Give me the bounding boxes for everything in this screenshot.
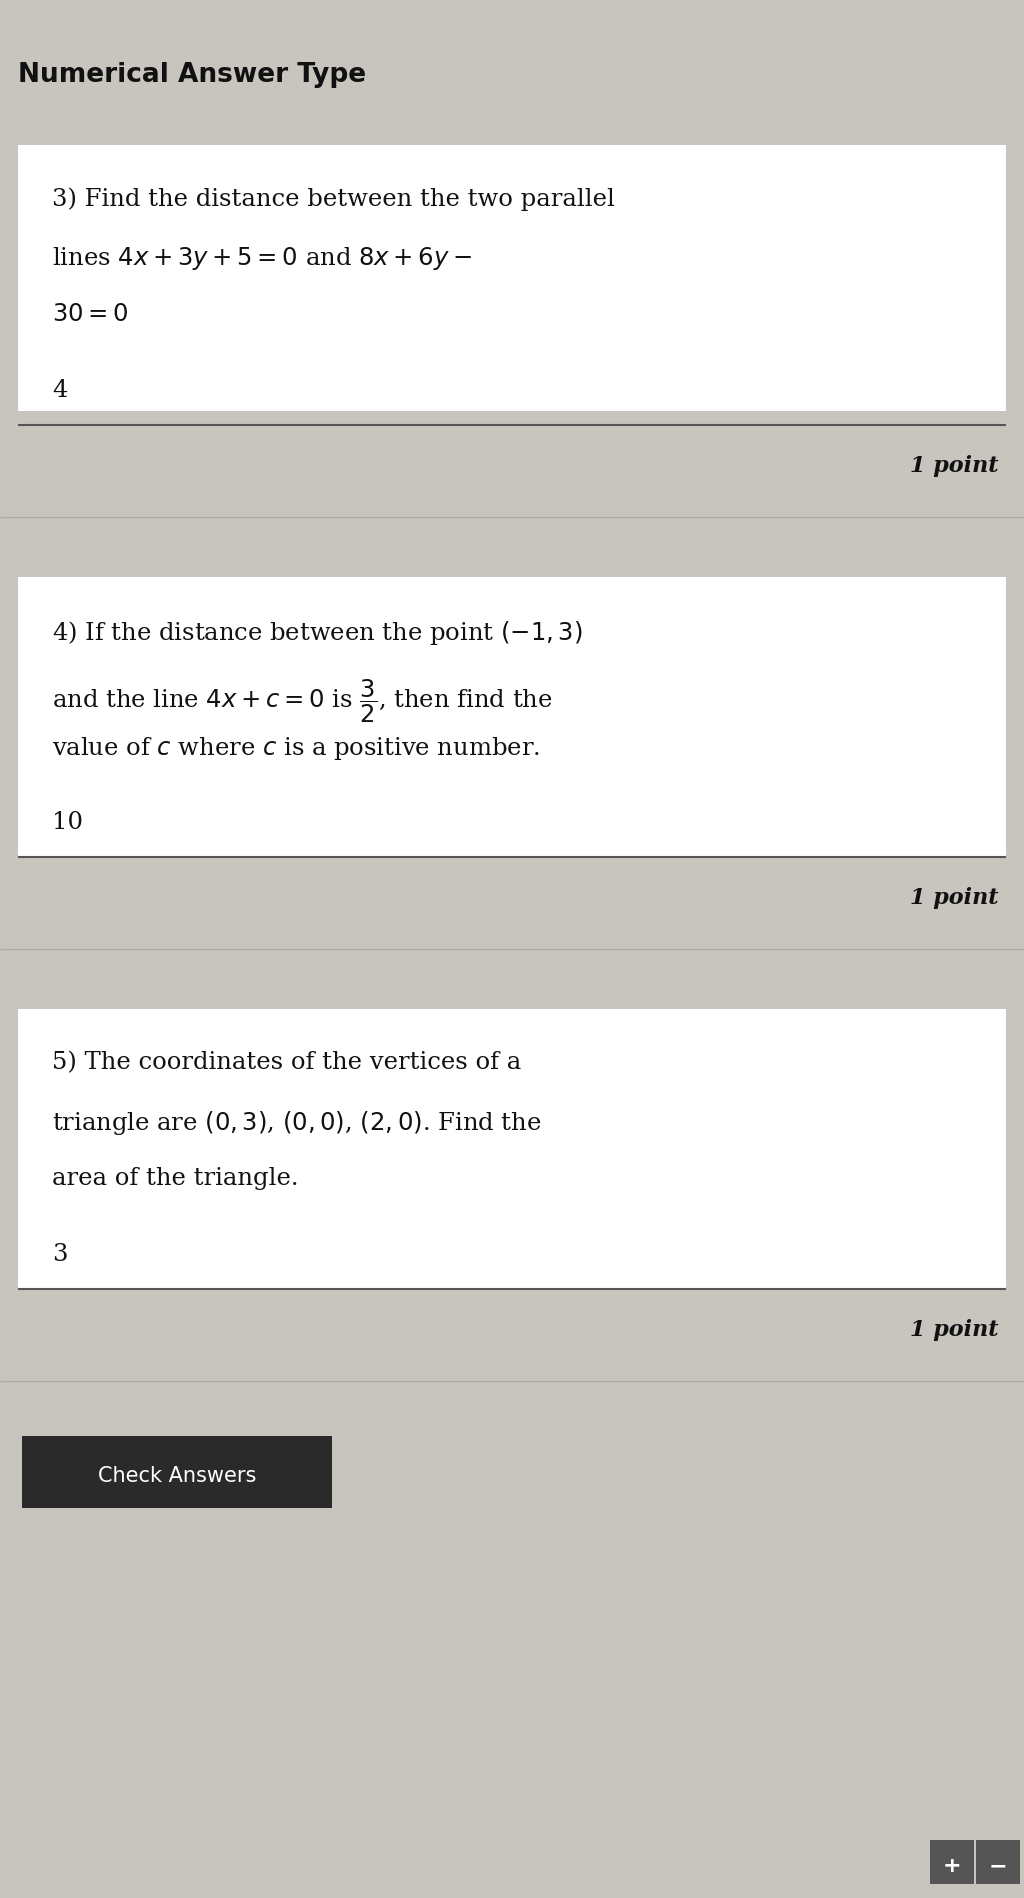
Bar: [18, 144, 1006, 412]
Text: 4) If the distance between the point $(-1, 3)$: 4) If the distance between the point $(-…: [52, 619, 583, 647]
Text: +: +: [943, 1856, 962, 1875]
Bar: [18, 1010, 1006, 1289]
Text: triangle are $(0, 3)$, $(0, 0)$, $(2, 0)$. Find the: triangle are $(0, 3)$, $(0, 0)$, $(2, 0)…: [52, 1108, 542, 1137]
Bar: [976, 1839, 1020, 1885]
Text: 3: 3: [52, 1243, 68, 1266]
Bar: [930, 1839, 974, 1885]
Text: 4: 4: [52, 380, 68, 402]
Text: 1 point: 1 point: [909, 456, 998, 476]
Bar: [22, 1437, 332, 1509]
Text: area of the triangle.: area of the triangle.: [52, 1167, 299, 1190]
Text: and the line $4x + c = 0$ is $\dfrac{3}{2}$, then find the: and the line $4x + c = 0$ is $\dfrac{3}{…: [52, 678, 553, 725]
Text: 1 point: 1 point: [909, 1319, 998, 1342]
Text: value of $c$ where $c$ is a positive number.: value of $c$ where $c$ is a positive num…: [52, 735, 540, 761]
Text: Numerical Answer Type: Numerical Answer Type: [18, 63, 367, 87]
Text: 5) The coordinates of the vertices of a: 5) The coordinates of the vertices of a: [52, 1051, 521, 1074]
Text: 1 point: 1 point: [909, 886, 998, 909]
Text: 10: 10: [52, 810, 83, 833]
Text: 3) Find the distance between the two parallel: 3) Find the distance between the two par…: [52, 188, 614, 211]
Text: $30 = 0$: $30 = 0$: [52, 304, 128, 326]
Text: Check Answers: Check Answers: [98, 1465, 256, 1486]
Bar: [18, 577, 1006, 858]
Text: −: −: [989, 1856, 1008, 1875]
Text: lines $4x + 3y + 5 = 0$ and $8x + 6y -$: lines $4x + 3y + 5 = 0$ and $8x + 6y -$: [52, 245, 472, 271]
